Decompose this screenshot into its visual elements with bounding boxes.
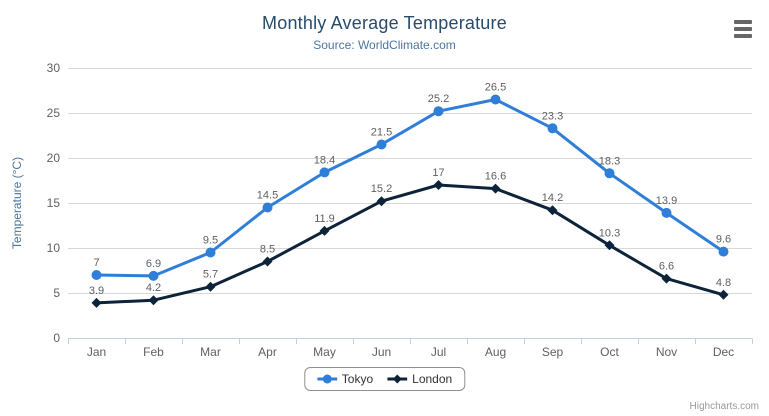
x-axis-tick-label: Jan bbox=[87, 345, 106, 359]
data-label-london: 10.3 bbox=[599, 227, 620, 239]
hamburger-icon bbox=[734, 20, 752, 24]
data-point-tokyo[interactable] bbox=[604, 168, 615, 179]
y-axis-tick-label: 15 bbox=[47, 196, 61, 210]
x-axis-tick-label: Apr bbox=[258, 345, 277, 359]
x-axis-tick-label: Aug bbox=[485, 345, 506, 359]
hamburger-icon bbox=[734, 27, 752, 31]
data-point-london[interactable] bbox=[319, 225, 330, 236]
legend-item-tokyo[interactable]: Tokyo bbox=[316, 372, 374, 386]
legend-label-tokyo: Tokyo bbox=[341, 372, 374, 386]
data-point-tokyo[interactable] bbox=[547, 123, 558, 134]
y-axis-title: Temperature (°C) bbox=[10, 157, 24, 249]
data-point-tokyo[interactable] bbox=[319, 167, 330, 178]
x-axis-tick-label: Sep bbox=[542, 345, 564, 359]
data-label-tokyo: 18.3 bbox=[599, 155, 620, 167]
data-point-london[interactable] bbox=[262, 256, 273, 267]
data-label-london: 8.5 bbox=[260, 244, 275, 256]
data-point-london[interactable] bbox=[661, 273, 672, 284]
data-label-tokyo: 13.9 bbox=[656, 195, 677, 207]
data-point-tokyo[interactable] bbox=[718, 246, 729, 257]
data-label-london: 16.6 bbox=[485, 171, 506, 183]
data-label-london: 6.6 bbox=[659, 261, 674, 273]
data-point-london[interactable] bbox=[604, 240, 615, 251]
data-point-tokyo[interactable] bbox=[661, 207, 672, 218]
data-label-tokyo: 7 bbox=[93, 257, 99, 269]
y-axis-tick-label: 30 bbox=[47, 61, 61, 75]
export-context-menu-button[interactable] bbox=[734, 19, 754, 39]
data-point-tokyo[interactable] bbox=[490, 94, 501, 105]
data-label-london: 4.2 bbox=[146, 282, 161, 294]
chart-subtitle: Source: WorldClimate.com bbox=[313, 38, 456, 52]
data-point-london[interactable] bbox=[490, 183, 501, 194]
x-axis-tick-label: Nov bbox=[656, 345, 677, 359]
data-label-london: 15.2 bbox=[371, 183, 392, 195]
tokyo-series-symbol-icon bbox=[316, 374, 337, 384]
series-line-london[interactable] bbox=[95, 183, 725, 305]
data-point-london[interactable] bbox=[547, 205, 558, 216]
x-axis-tick-label: Jul bbox=[431, 345, 446, 359]
data-point-london[interactable] bbox=[205, 281, 216, 292]
x-axis-tick-label: May bbox=[313, 345, 336, 359]
data-point-london[interactable] bbox=[718, 289, 729, 300]
data-label-tokyo: 9.5 bbox=[203, 235, 218, 247]
y-axis-tick-label: 25 bbox=[47, 106, 61, 120]
y-axis-tick-label: 20 bbox=[47, 151, 61, 165]
x-axis-tick-label: Dec bbox=[713, 345, 734, 359]
chart-title: Monthly Average Temperature bbox=[262, 13, 507, 33]
data-label-tokyo: 25.2 bbox=[428, 93, 449, 105]
data-point-london[interactable] bbox=[376, 196, 387, 207]
highcharts-credits-link[interactable]: Highcharts.com bbox=[689, 401, 759, 412]
data-point-london[interactable] bbox=[148, 295, 159, 306]
x-axis-tick-label: Feb bbox=[143, 345, 164, 359]
data-label-london: 5.7 bbox=[203, 269, 218, 281]
data-label-tokyo: 23.3 bbox=[542, 110, 563, 122]
x-axis-tick-label: Jun bbox=[372, 345, 391, 359]
data-point-tokyo[interactable] bbox=[262, 202, 273, 213]
london-series-symbol-icon bbox=[387, 374, 408, 384]
data-label-london: 17 bbox=[432, 167, 444, 179]
y-axis-tick-label: 0 bbox=[53, 331, 60, 345]
x-axis-tick-label: Mar bbox=[200, 345, 221, 359]
data-label-tokyo: 26.5 bbox=[485, 82, 506, 94]
data-label-tokyo: 6.9 bbox=[146, 258, 161, 270]
y-axis-tick-label: 5 bbox=[53, 286, 60, 300]
data-point-tokyo[interactable] bbox=[205, 247, 216, 258]
x-axis-tick-label: Oct bbox=[600, 345, 619, 359]
series-line-tokyo[interactable] bbox=[95, 98, 725, 278]
data-point-london[interactable] bbox=[433, 180, 444, 190]
data-label-tokyo: 18.4 bbox=[314, 154, 335, 166]
legend-item-london[interactable]: London bbox=[387, 372, 452, 386]
legend: Tokyo London bbox=[303, 367, 466, 391]
hamburger-icon bbox=[734, 34, 752, 38]
data-label-tokyo: 21.5 bbox=[371, 127, 392, 139]
y-axis-tick-label: 10 bbox=[47, 241, 61, 255]
data-label-london: 4.8 bbox=[716, 277, 731, 289]
data-point-tokyo[interactable] bbox=[433, 106, 444, 117]
data-point-tokyo[interactable] bbox=[376, 139, 387, 150]
data-label-tokyo: 9.6 bbox=[716, 234, 731, 246]
legend-label-london: London bbox=[412, 372, 453, 386]
data-label-london: 3.9 bbox=[89, 285, 104, 297]
data-label-tokyo: 14.5 bbox=[257, 190, 278, 202]
data-label-london: 11.9 bbox=[314, 213, 335, 225]
data-label-london: 14.2 bbox=[542, 192, 563, 204]
data-point-tokyo[interactable] bbox=[148, 270, 159, 281]
data-point-tokyo[interactable] bbox=[91, 270, 102, 280]
data-point-london[interactable] bbox=[91, 297, 102, 308]
